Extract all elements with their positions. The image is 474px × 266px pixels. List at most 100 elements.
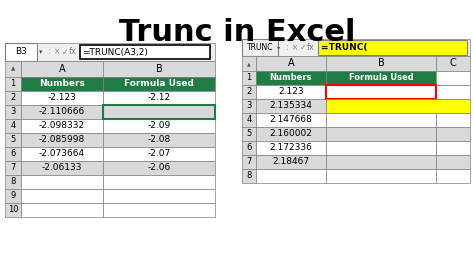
Bar <box>5 77 21 91</box>
Bar <box>5 91 21 105</box>
Bar <box>242 155 256 169</box>
Bar <box>436 155 470 169</box>
Bar <box>326 169 436 183</box>
Text: -2.07: -2.07 <box>147 149 171 159</box>
Text: B: B <box>378 59 384 69</box>
Bar <box>5 189 21 203</box>
Text: 3: 3 <box>246 102 252 110</box>
Text: ▾: ▾ <box>39 49 43 55</box>
Text: 4: 4 <box>246 115 252 124</box>
Bar <box>5 175 21 189</box>
Text: ▾: ▾ <box>277 45 281 50</box>
Bar <box>256 99 326 113</box>
Bar <box>318 40 467 55</box>
Text: =TRUNC(: =TRUNC( <box>330 88 372 97</box>
Bar <box>242 39 470 56</box>
Bar <box>436 113 470 127</box>
Text: -2.12: -2.12 <box>147 94 171 102</box>
Text: 1: 1 <box>10 80 16 89</box>
Bar <box>256 169 326 183</box>
Bar <box>5 133 21 147</box>
Bar <box>242 141 256 155</box>
Text: -2.098332: -2.098332 <box>39 122 85 131</box>
Text: A: A <box>59 64 65 74</box>
Bar <box>5 119 21 133</box>
Bar <box>326 71 436 85</box>
Bar <box>21 147 103 161</box>
Bar <box>5 43 37 61</box>
Bar <box>326 155 436 169</box>
Bar <box>326 85 436 99</box>
Text: Formula Used: Formula Used <box>348 73 413 82</box>
Text: 1: 1 <box>246 73 252 82</box>
Bar <box>103 203 215 217</box>
Bar <box>242 71 256 85</box>
Text: =TRUNC(A3,2): =TRUNC(A3,2) <box>82 48 148 56</box>
Text: Numbers: Numbers <box>39 80 85 89</box>
Bar <box>103 119 215 133</box>
Text: 6: 6 <box>246 143 252 152</box>
Bar <box>5 203 21 217</box>
Bar <box>436 85 470 99</box>
Text: 8: 8 <box>246 172 252 181</box>
Bar <box>242 99 256 113</box>
Text: 2.18467: 2.18467 <box>273 157 310 167</box>
Text: 5: 5 <box>246 130 252 139</box>
Bar <box>242 85 256 99</box>
Bar <box>242 169 256 183</box>
Bar <box>21 77 103 91</box>
Text: -2.06133: -2.06133 <box>42 164 82 172</box>
Bar <box>5 105 21 119</box>
Text: 7: 7 <box>246 157 252 167</box>
Bar <box>256 141 326 155</box>
Bar <box>326 141 436 155</box>
Bar <box>103 189 215 203</box>
Bar <box>103 175 215 189</box>
Text: ✓: ✓ <box>62 48 68 56</box>
Bar <box>326 99 470 113</box>
Bar <box>326 56 436 71</box>
Text: A: A <box>288 59 294 69</box>
Text: ▲: ▲ <box>11 66 15 72</box>
Bar <box>242 39 278 56</box>
Bar <box>5 161 21 175</box>
Text: -2.073664: -2.073664 <box>39 149 85 159</box>
Bar <box>436 141 470 155</box>
Text: 2.172336: 2.172336 <box>270 143 312 152</box>
Text: Numbers: Numbers <box>270 73 312 82</box>
Bar <box>5 147 21 161</box>
Bar <box>103 61 215 77</box>
Text: fx: fx <box>69 48 77 56</box>
Text: 8: 8 <box>10 177 16 186</box>
Text: 2.123: 2.123 <box>278 88 304 97</box>
Text: B3: B3 <box>15 48 27 56</box>
Bar <box>5 61 21 77</box>
Bar <box>103 105 215 119</box>
Text: -2.110666: -2.110666 <box>39 107 85 117</box>
Text: ×: × <box>54 48 60 56</box>
Bar <box>256 71 326 85</box>
Bar <box>80 45 210 59</box>
Text: C: C <box>450 59 456 69</box>
Bar <box>21 133 103 147</box>
Text: ▲: ▲ <box>247 61 251 66</box>
Text: -2.08: -2.08 <box>147 135 171 144</box>
Bar <box>256 155 326 169</box>
Text: 6: 6 <box>10 149 16 159</box>
Text: =TRUNC(: =TRUNC( <box>321 43 367 52</box>
Text: 2: 2 <box>10 94 16 102</box>
Bar <box>103 77 215 91</box>
Bar <box>103 91 215 105</box>
Text: Trunc in Excel: Trunc in Excel <box>119 18 355 47</box>
Text: :: : <box>286 43 288 52</box>
Bar <box>103 147 215 161</box>
Text: 2.160002: 2.160002 <box>270 130 312 139</box>
Text: 2.135334: 2.135334 <box>270 102 312 110</box>
Bar <box>21 119 103 133</box>
Text: Formula Used: Formula Used <box>124 80 194 89</box>
Bar <box>21 61 103 77</box>
Text: 2: 2 <box>246 88 252 97</box>
Bar <box>436 127 470 141</box>
Bar <box>436 169 470 183</box>
Text: -2.09: -2.09 <box>147 122 171 131</box>
